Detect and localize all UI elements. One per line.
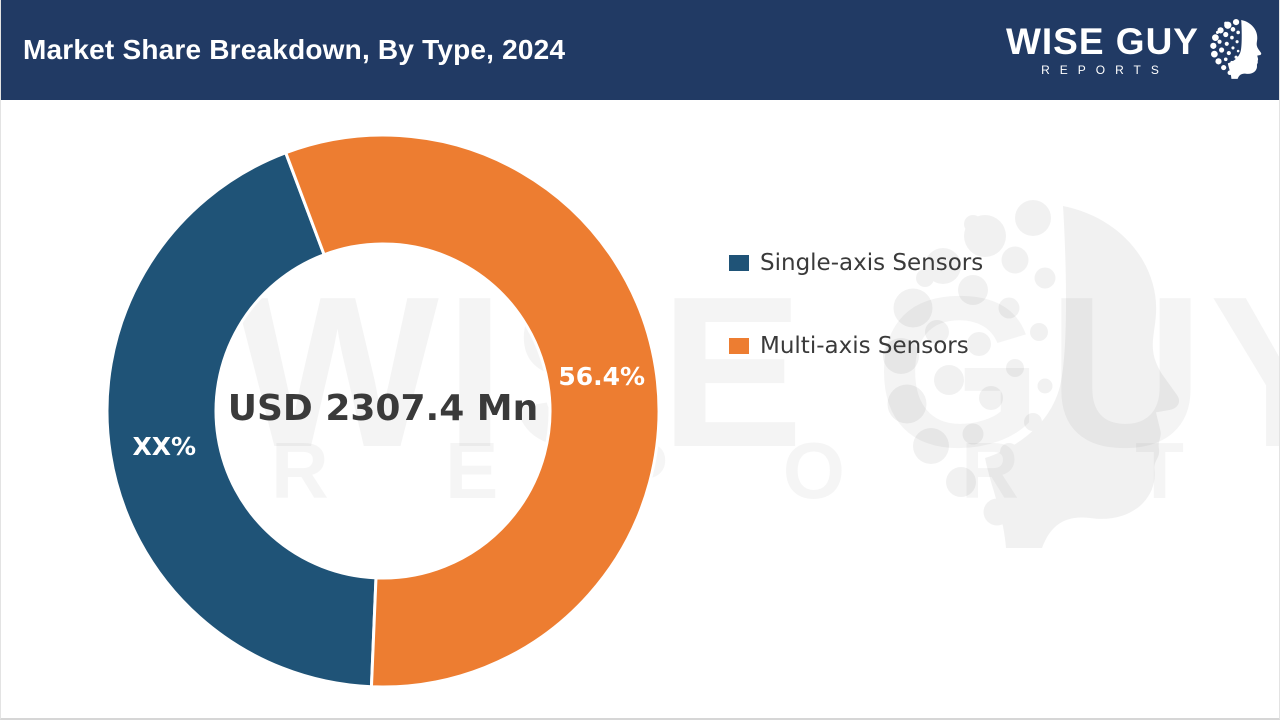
legend-swatch-single-axis xyxy=(729,255,749,271)
segment-percentage-label: 56.4% xyxy=(558,362,645,391)
legend-swatch-multi-axis xyxy=(729,338,749,354)
donut-segment-multi-axis-sensors xyxy=(284,133,661,689)
legend-item-single-axis: Single-axis Sensors xyxy=(729,250,983,276)
chart-legend: Single-axis Sensors Multi-axis Sensors xyxy=(729,250,983,359)
wise-guy-reports-logo: WISE GUY REPORTS xyxy=(1006,12,1265,88)
header-bar: Market Share Breakdown, By Type, 2024 WI… xyxy=(1,0,1279,100)
legend-label-single-axis: Single-axis Sensors xyxy=(760,250,984,276)
logo-text: WISE GUY REPORTS xyxy=(1006,23,1199,77)
legend-label-multi-axis: Multi-axis Sensors xyxy=(760,333,969,359)
logo-brand-name: WISE GUY xyxy=(1005,21,1199,62)
page-title: Market Share Breakdown, By Type, 2024 xyxy=(23,34,566,65)
chart-center-value: USD 2307.4 Mn xyxy=(227,388,539,429)
donut-segment-single-axis-sensors xyxy=(105,151,378,689)
logo-face-icon xyxy=(1210,19,1262,79)
legend-item-multi-axis: Multi-axis Sensors xyxy=(729,333,983,359)
segment-percentage-label: XX% xyxy=(132,432,196,461)
logo-brand-subtitle: REPORTS xyxy=(1041,63,1169,77)
